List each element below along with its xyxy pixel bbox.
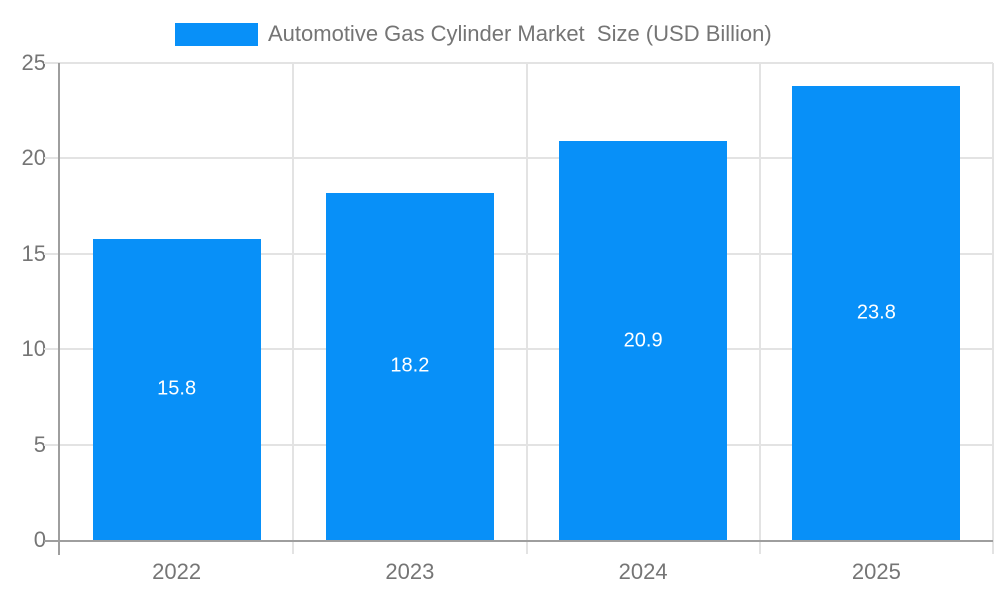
bar-value-label: 15.8 bbox=[157, 377, 197, 400]
legend-item[interactable]: Automotive Gas Cylinder Market Size (USD… bbox=[175, 19, 772, 49]
x-axis-line bbox=[44, 540, 993, 542]
y-tick-label: 5 bbox=[33, 431, 46, 457]
gridline-horizontal bbox=[44, 62, 993, 64]
bar-2025[interactable]: 23.8 bbox=[792, 85, 961, 540]
gridline-vertical bbox=[758, 63, 761, 554]
gridline-vertical bbox=[292, 63, 295, 554]
y-tick-label: 10 bbox=[21, 336, 46, 362]
y-tick-label: 15 bbox=[21, 240, 46, 266]
x-tick-label: 2025 bbox=[851, 559, 901, 584]
x-tick-label: 2022 bbox=[152, 559, 202, 584]
y-tick-label: 0 bbox=[33, 527, 46, 552]
gridline-vertical bbox=[992, 63, 994, 554]
bar-value-label: 23.8 bbox=[856, 301, 896, 324]
x-tick-label: 2023 bbox=[385, 559, 435, 584]
y-tick-label: 20 bbox=[21, 145, 46, 171]
gridline-horizontal bbox=[44, 348, 993, 351]
plot-area: 15.8 18.2 20.9 23.8 bbox=[44, 62, 994, 555]
x-tick-label: 2024 bbox=[618, 559, 668, 584]
legend-label: Automotive Gas Cylinder Market Size (USD… bbox=[268, 21, 772, 46]
bar-2022[interactable]: 15.8 bbox=[92, 238, 261, 540]
gridline-horizontal bbox=[44, 443, 993, 446]
bar-value-label: 20.9 bbox=[623, 329, 663, 352]
bar-2024[interactable]: 20.9 bbox=[559, 141, 728, 540]
legend-swatch bbox=[175, 22, 258, 46]
gridline-horizontal bbox=[44, 252, 993, 255]
bar-value-label: 18.2 bbox=[390, 354, 430, 377]
gridline-horizontal bbox=[44, 157, 993, 160]
y-axis-line bbox=[58, 63, 60, 555]
bar-2023[interactable]: 18.2 bbox=[325, 192, 494, 540]
gridline-vertical bbox=[525, 63, 528, 554]
y-tick-label: 25 bbox=[21, 50, 46, 75]
